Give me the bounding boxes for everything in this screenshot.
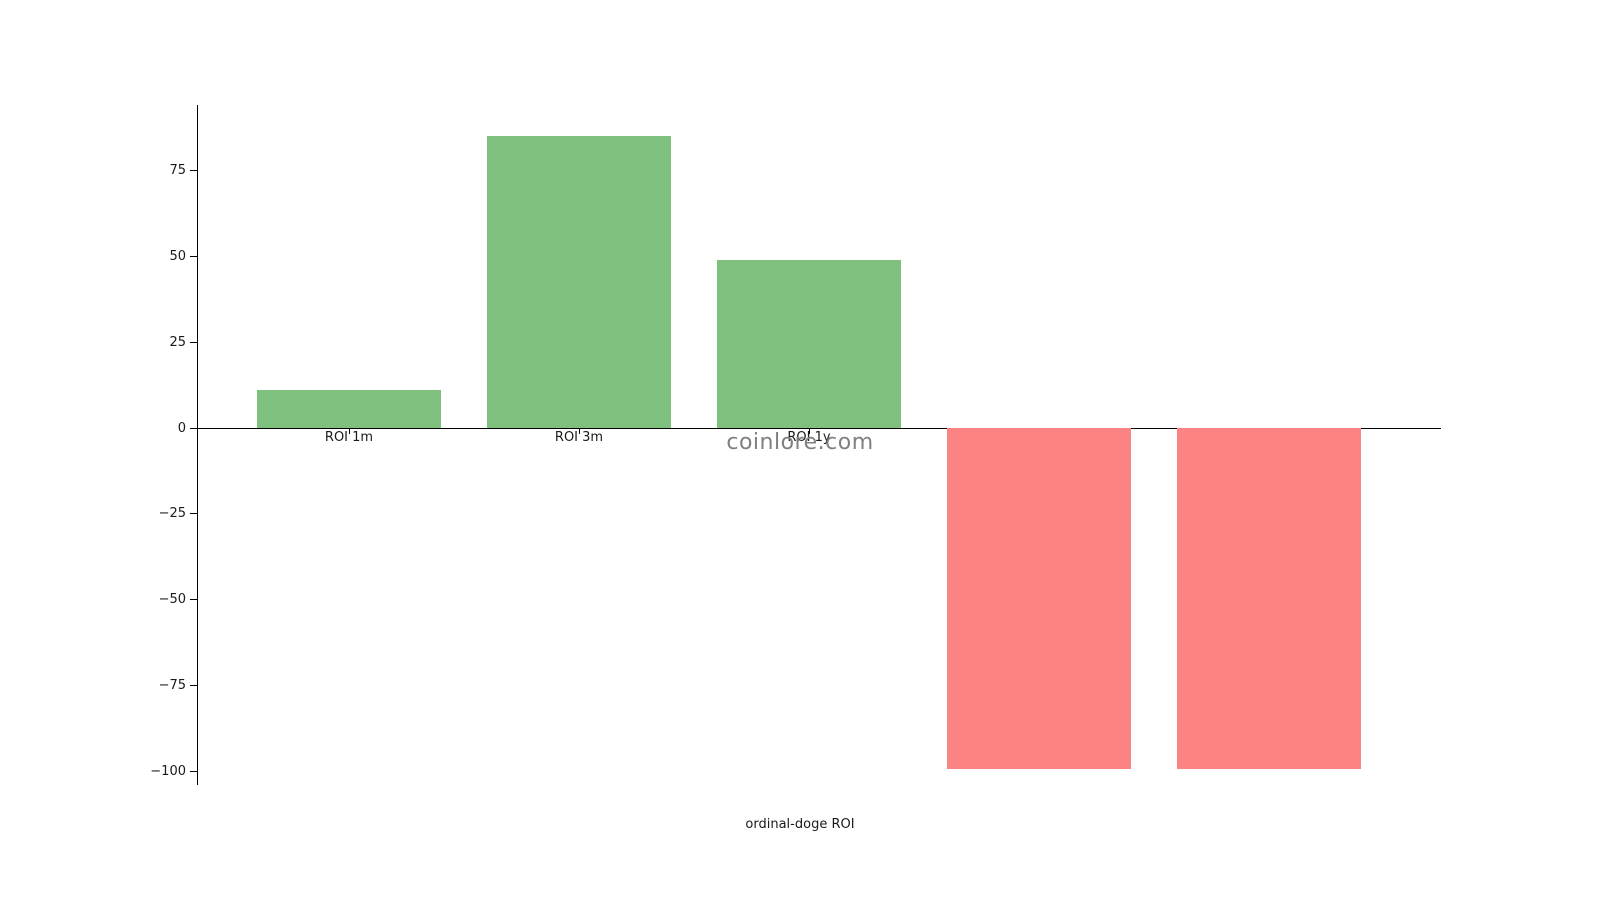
y-tick-label: 75 (169, 163, 186, 179)
x-tick-mark (808, 428, 810, 434)
bar-roi-1y (717, 259, 901, 428)
y-tick-mark (190, 684, 197, 686)
y-tick-mark (190, 256, 197, 258)
x-axis-title: ordinal-doge ROI (745, 817, 855, 832)
bar-negative-5 (1177, 428, 1361, 770)
y-axis-spine (197, 105, 199, 785)
y-tick-label: −75 (158, 677, 186, 693)
bar-roi-1m (257, 390, 441, 428)
x-tick-label: ROI 1y (787, 430, 831, 445)
x-tick-label: ROI 1m (324, 430, 374, 445)
y-tick-label: −100 (150, 763, 186, 779)
y-tick-label: −50 (158, 592, 186, 607)
watermark: coinlore.com (726, 430, 874, 455)
x-axis-zero-line (197, 428, 1441, 430)
y-tick-mark (190, 341, 197, 343)
x-tick-mark (348, 428, 350, 434)
y-tick-mark (190, 599, 197, 601)
y-tick-label: 25 (169, 334, 186, 350)
y-tick-mark (190, 170, 197, 172)
y-tick-mark (190, 770, 197, 772)
bar-negative-4 (947, 428, 1131, 770)
y-tick-mark (190, 427, 197, 429)
y-tick-label: 50 (169, 249, 186, 264)
x-tick-mark (578, 428, 580, 434)
y-tick-label: −25 (158, 506, 186, 522)
x-tick-label: ROI 3m (554, 430, 604, 445)
y-tick-label: 0 (177, 420, 186, 436)
y-tick-mark (190, 513, 197, 515)
bar-roi-3m (487, 136, 671, 428)
